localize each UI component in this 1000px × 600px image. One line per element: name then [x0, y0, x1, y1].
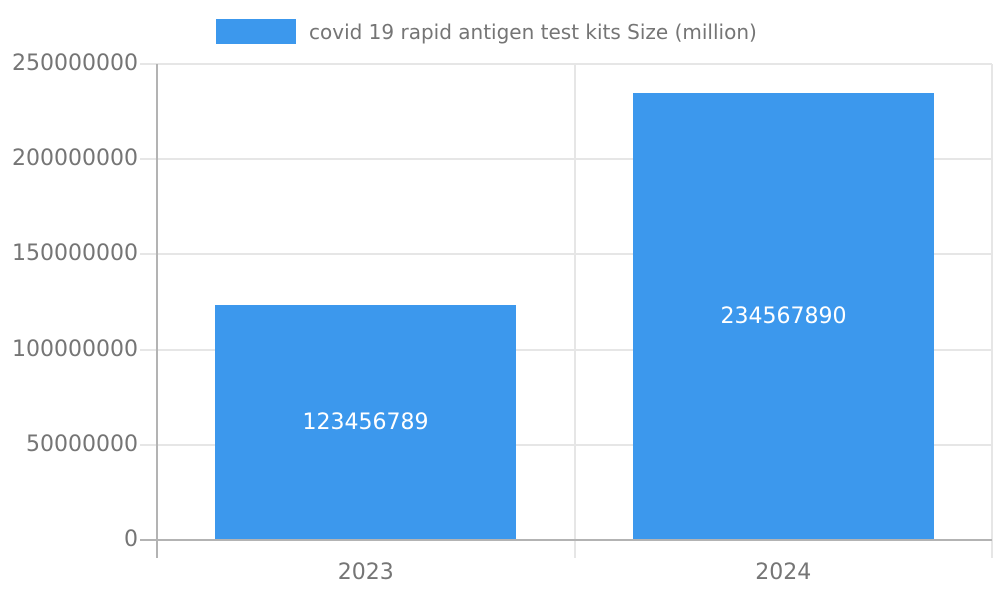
- gridline-horizontal: [140, 63, 992, 65]
- bar-2024[interactable]: 234567890: [633, 93, 934, 540]
- y-axis-tick-label: 50000000: [26, 431, 138, 457]
- bar-value-label: 123456789: [302, 410, 429, 435]
- gridline-horizontal: [140, 253, 992, 256]
- gridline-vertical: [573, 64, 576, 558]
- gridline-horizontal: [140, 348, 992, 351]
- gridline-vertical: [991, 64, 993, 558]
- bar-2023[interactable]: 123456789: [215, 305, 516, 540]
- gridline-horizontal: [140, 443, 992, 446]
- legend-swatch-icon: [216, 19, 296, 44]
- legend[interactable]: covid 19 rapid antigen test kits Size (m…: [216, 19, 757, 44]
- x-axis-tick-label: 2023: [337, 560, 394, 585]
- plot-area: 123456789 234567890: [140, 63, 993, 558]
- x-axis-line: [140, 539, 992, 541]
- y-axis-tick-label: 100000000: [12, 336, 138, 362]
- y-axis-tick-label: 250000000: [12, 51, 138, 76]
- y-axis-line: [156, 64, 158, 558]
- x-axis-tick-label: 2024: [755, 560, 812, 585]
- y-axis-tick-label: 200000000: [12, 146, 138, 172]
- legend-label: covid 19 rapid antigen test kits Size (m…: [309, 19, 757, 44]
- y-axis-tick-label: 150000000: [12, 241, 138, 267]
- gridline-horizontal: [140, 158, 992, 161]
- y-axis-tick-label: 0: [124, 527, 138, 552]
- bar-value-label: 234567890: [720, 304, 847, 329]
